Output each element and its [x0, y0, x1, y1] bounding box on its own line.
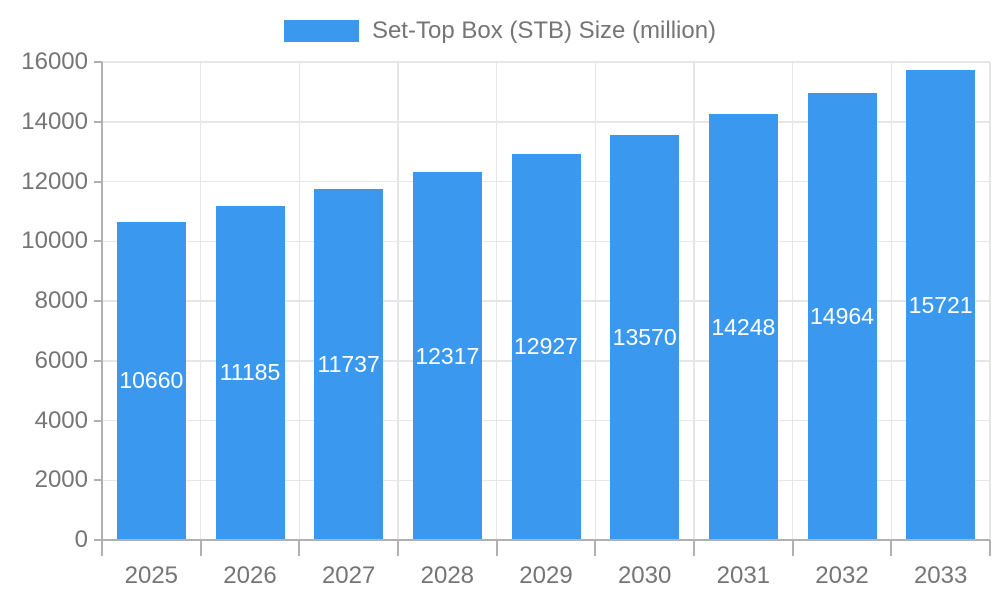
legend-color-swatch — [283, 20, 359, 42]
v-gridline — [397, 62, 399, 540]
bar-value-label: 14964 — [810, 302, 874, 329]
y-tick-mark — [94, 359, 102, 362]
h-gridline — [102, 121, 990, 123]
y-tick-mark — [94, 61, 102, 63]
x-tick-mark — [890, 540, 893, 556]
bar-2028: 12317 — [412, 172, 482, 540]
x-tick-label: 2025 — [124, 562, 179, 589]
y-tick-label: 8000 — [34, 287, 88, 314]
bar-value-label: 11737 — [317, 351, 380, 378]
y-tick-label: 12000 — [21, 167, 88, 195]
y-axis-line — [101, 62, 103, 556]
bar-2033: 15721 — [906, 70, 976, 540]
x-tick-mark — [989, 540, 991, 556]
bar-2029: 12927 — [511, 153, 581, 540]
bar-value-label: 10660 — [119, 367, 184, 394]
v-gridline — [495, 62, 498, 540]
x-tick-label: 2028 — [420, 562, 475, 589]
bar-2032: 14964 — [807, 92, 877, 540]
bar-2027: 11737 — [314, 189, 384, 540]
bar-value-label: 15721 — [908, 291, 973, 318]
x-tick-label: 2033 — [913, 562, 968, 589]
y-tick-label: 0 — [74, 526, 88, 553]
v-gridline — [791, 62, 794, 540]
y-tick-mark — [94, 240, 102, 243]
x-tick-label: 2026 — [223, 562, 277, 589]
v-gridline — [199, 62, 202, 540]
x-tick-mark — [495, 540, 498, 556]
x-tick-label: 2027 — [321, 562, 376, 589]
y-tick-mark — [94, 419, 102, 422]
bar-2031: 14248 — [708, 114, 778, 540]
y-tick-label: 2000 — [34, 466, 88, 494]
y-tick-label: 4000 — [34, 406, 88, 434]
x-tick-label: 2029 — [519, 562, 573, 589]
y-tick-mark — [94, 120, 102, 123]
y-tick-label: 16000 — [21, 48, 88, 75]
x-tick-mark — [397, 540, 399, 556]
h-gridline — [102, 61, 990, 63]
bar-2026: 11185 — [215, 205, 285, 540]
v-gridline — [594, 62, 597, 540]
x-axis-line — [94, 539, 990, 541]
y-tick-label: 10000 — [21, 227, 88, 255]
bar-value-label: 11185 — [219, 359, 281, 386]
x-tick-mark — [298, 540, 301, 556]
x-tick-mark — [791, 540, 794, 556]
x-tick-mark — [199, 540, 202, 556]
bar-value-label: 12927 — [514, 333, 578, 360]
x-tick-label: 2031 — [716, 562, 771, 589]
x-tick-label: 2030 — [617, 562, 672, 589]
y-tick-mark — [94, 300, 102, 302]
x-tick-mark — [594, 540, 597, 556]
v-gridline — [989, 62, 991, 540]
bar-2025: 10660 — [116, 221, 186, 540]
v-gridline — [298, 62, 301, 540]
bar-value-label: 14248 — [711, 313, 776, 340]
y-tick-mark — [94, 180, 102, 183]
bar-value-label: 13570 — [612, 323, 677, 350]
legend-label: Set-Top Box (STB) Size (million) — [371, 17, 717, 44]
bar-value-label: 12317 — [415, 342, 480, 369]
v-gridline — [693, 62, 695, 540]
x-tick-mark — [693, 540, 695, 556]
x-tick-label: 2032 — [815, 562, 869, 589]
y-tick-mark — [94, 479, 102, 482]
y-tick-label: 14000 — [21, 107, 88, 135]
legend-item[interactable]: Set-Top Box (STB) Size (million) — [0, 18, 1000, 44]
bar-2030: 13570 — [610, 134, 680, 540]
y-tick-label: 6000 — [34, 346, 88, 374]
v-gridline — [890, 62, 893, 540]
